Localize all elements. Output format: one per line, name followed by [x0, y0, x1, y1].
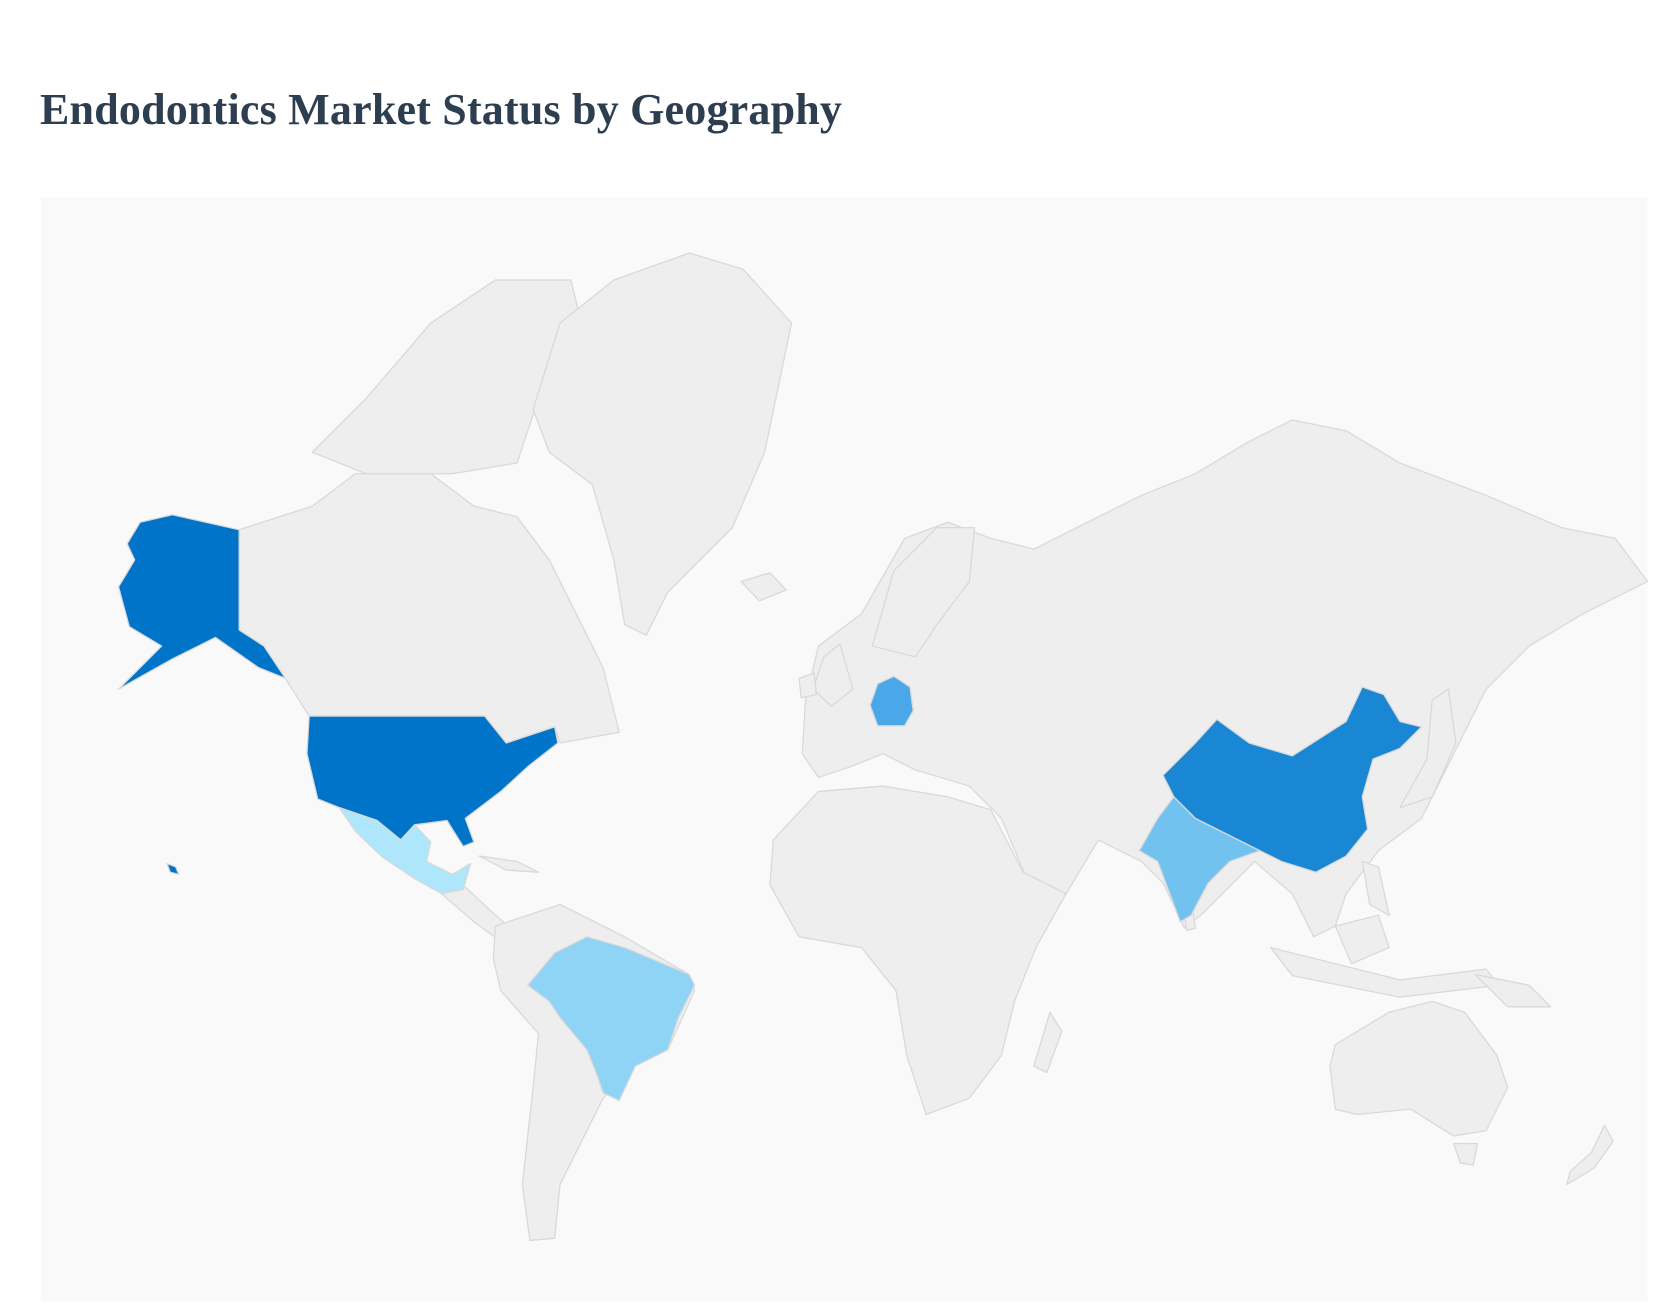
- country-cuba[interactable]: [478, 855, 540, 873]
- country-new-zealand[interactable]: [1566, 1124, 1614, 1186]
- country-philippines[interactable]: [1361, 860, 1390, 916]
- country-australia[interactable]: [1329, 1000, 1509, 1137]
- country-indonesia[interactable]: [1270, 946, 1500, 998]
- highlighted-countries: [117, 514, 1423, 1102]
- country-japan[interactable]: [1399, 688, 1457, 809]
- country-scandinavia[interactable]: [871, 526, 976, 658]
- country-canada[interactable]: [238, 473, 620, 744]
- country-tasmania[interactable]: [1453, 1142, 1479, 1166]
- country-brazil[interactable]: [527, 936, 696, 1102]
- page-title: Endodontics Market Status by Geography: [40, 85, 843, 134]
- country-borneo[interactable]: [1334, 914, 1390, 965]
- country-africa[interactable]: [769, 785, 1067, 1116]
- country-hawaii[interactable]: [166, 862, 180, 876]
- country-iceland[interactable]: [740, 572, 787, 602]
- country-mexico[interactable]: [338, 806, 472, 895]
- country-germany[interactable]: [869, 675, 914, 727]
- country-alaska[interactable]: [117, 514, 287, 690]
- country-new-guinea[interactable]: [1474, 973, 1552, 1008]
- country-ireland[interactable]: [798, 672, 817, 699]
- country-madagascar[interactable]: [1033, 1011, 1063, 1074]
- country-greenland[interactable]: [532, 252, 793, 636]
- country-china[interactable]: [1162, 686, 1423, 873]
